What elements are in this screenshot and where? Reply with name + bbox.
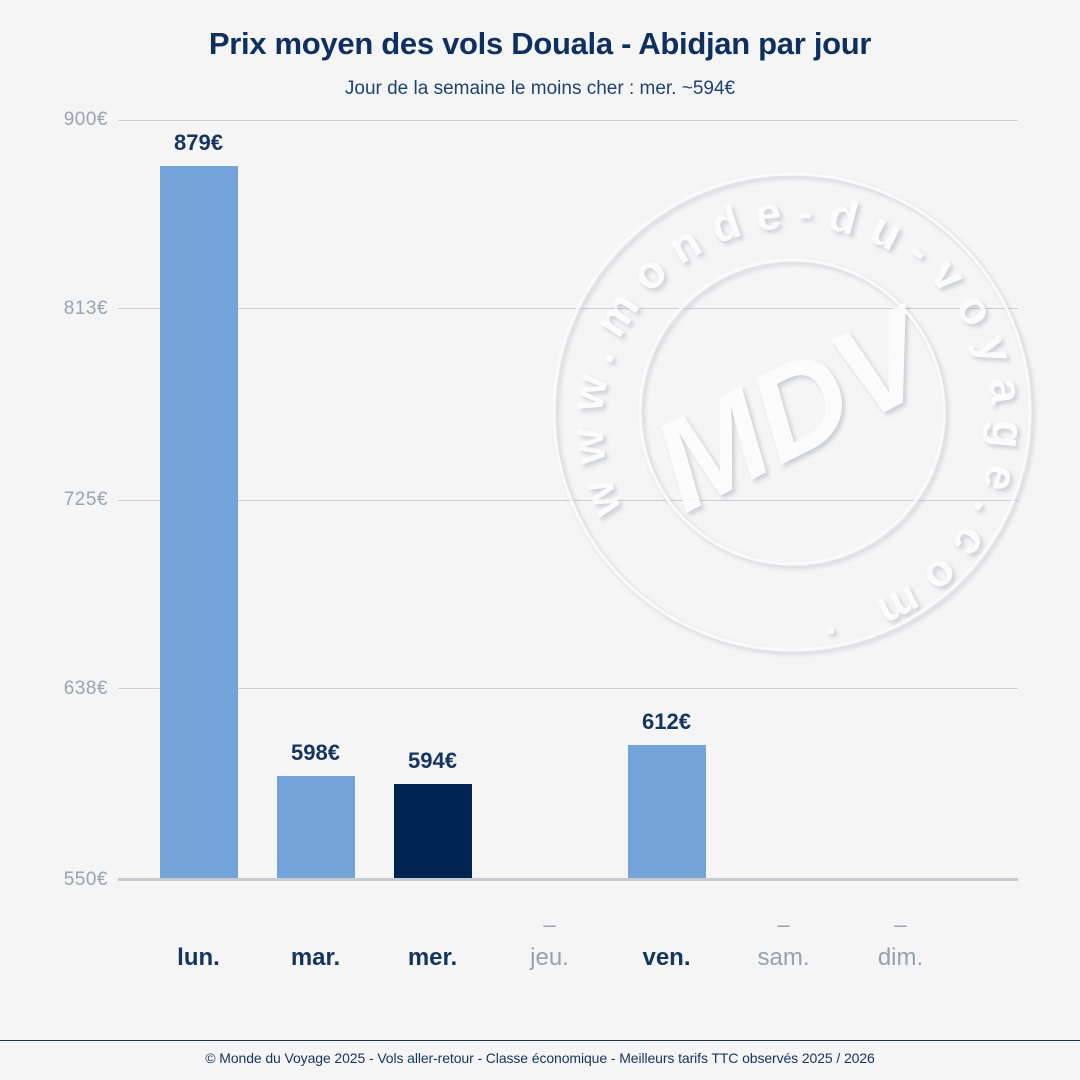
y-axis-tick-label: 813€ bbox=[63, 297, 108, 319]
bar-lun bbox=[159, 165, 238, 878]
gridline bbox=[118, 499, 1018, 501]
x-axis-label-ven: ven. bbox=[642, 944, 691, 971]
bar-value-label-mer: 594€ bbox=[408, 748, 457, 774]
x-axis-baseline bbox=[118, 878, 1018, 881]
footer-divider bbox=[0, 1040, 1080, 1041]
no-data-marker-dim: – bbox=[894, 912, 907, 937]
y-axis-tick-label: 638€ bbox=[63, 677, 108, 699]
x-axis-label-jeu: jeu. bbox=[530, 944, 569, 971]
gridline bbox=[118, 688, 1018, 690]
gridline bbox=[118, 119, 1018, 121]
x-axis-label-lun: lun. bbox=[177, 944, 220, 971]
x-axis-label-dim: dim. bbox=[877, 944, 924, 971]
bar-value-label-ven: 612€ bbox=[642, 709, 691, 735]
no-data-marker-jeu: – bbox=[543, 912, 556, 937]
bar-mar bbox=[276, 775, 355, 878]
bar-ven bbox=[627, 745, 706, 878]
bar-value-label-mar: 598€ bbox=[291, 739, 340, 765]
gridline bbox=[118, 308, 1018, 310]
x-axis-label-sam: sam. bbox=[757, 944, 810, 971]
x-axis-label-mer: mer. bbox=[407, 944, 458, 971]
footer-credit: © Monde du Voyage 2025 - Vols aller-reto… bbox=[205, 1050, 875, 1066]
watermark-outer-circle bbox=[552, 172, 1032, 652]
bar-mer bbox=[393, 784, 472, 878]
bar-value-label-lun: 879€ bbox=[174, 129, 223, 155]
y-axis-tick-label: 550€ bbox=[63, 869, 108, 890]
chart-title: Prix moyen des vols Douala - Abidjan par… bbox=[208, 26, 872, 61]
watermark-inner-circle bbox=[638, 258, 946, 566]
no-data-marker-sam: – bbox=[777, 912, 790, 937]
chart-subtitle: Jour de la semaine le moins cher : mer. … bbox=[344, 78, 736, 99]
watermark-stamp: www.monde-du-voyage.com · MDV bbox=[552, 172, 1032, 659]
y-axis-tick-label: 725€ bbox=[63, 489, 108, 510]
x-axis-label-mar: mar. bbox=[290, 944, 341, 971]
y-axis-tick-label: 900€ bbox=[63, 109, 108, 130]
